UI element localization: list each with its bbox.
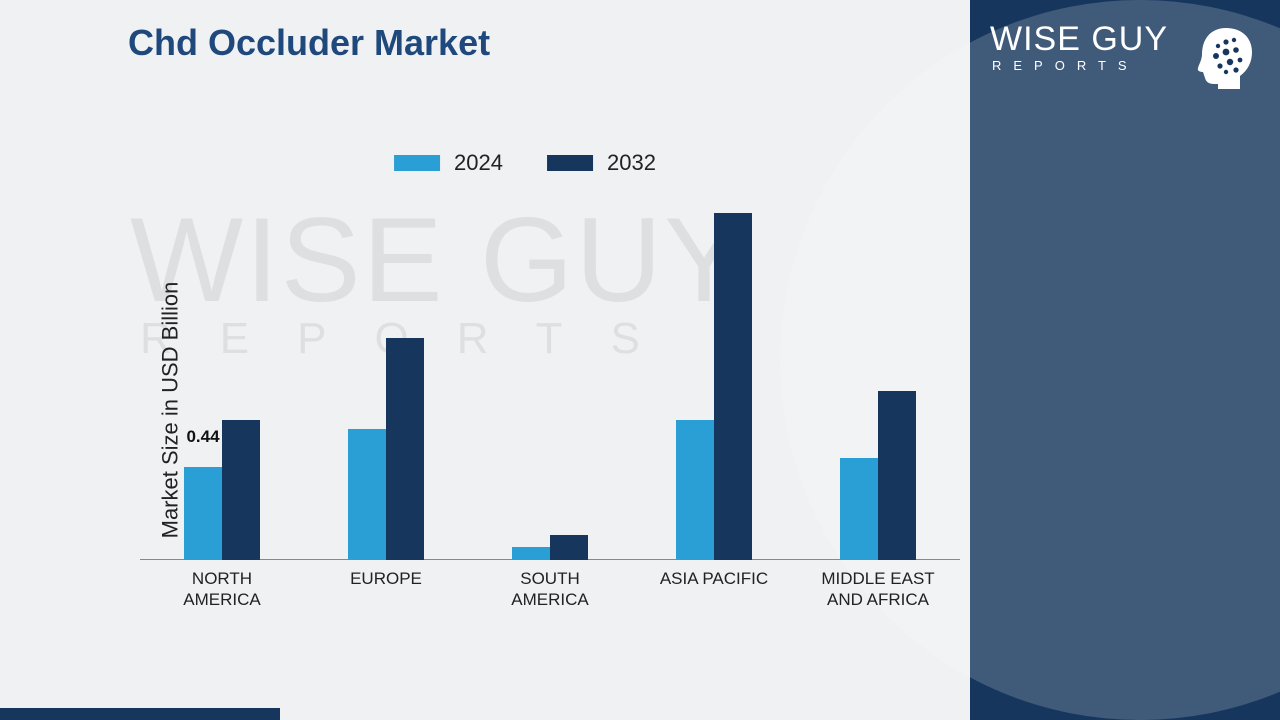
bar-group: ASIA PACIFIC — [676, 213, 752, 560]
chart-title: Chd Occluder Market — [128, 22, 490, 64]
legend-item: 2024 — [394, 150, 503, 176]
bar — [676, 420, 714, 560]
legend-swatch — [547, 155, 593, 171]
bar-group: SOUTH AMERICA — [512, 535, 588, 560]
bar — [386, 338, 424, 560]
bar-group: EUROPE — [348, 338, 424, 560]
bottom-accent-bar — [0, 708, 280, 720]
category-label: EUROPE — [321, 560, 451, 589]
bar — [348, 429, 386, 560]
bar — [222, 420, 260, 560]
bar-value-label: 0.44 — [186, 427, 219, 447]
legend-swatch — [394, 155, 440, 171]
legend-label: 2024 — [454, 150, 503, 176]
bar-group: 0.44NORTH AMERICA — [184, 420, 260, 560]
category-label: MIDDLE EAST AND AFRICA — [813, 560, 943, 611]
legend: 2024 2032 — [394, 150, 656, 176]
canvas: WISE GUY REPORTS Chd Occluder Market WIS… — [0, 0, 1280, 720]
legend-item: 2032 — [547, 150, 656, 176]
category-label: NORTH AMERICA — [157, 560, 287, 611]
bar — [714, 213, 752, 560]
legend-label: 2032 — [607, 150, 656, 176]
bar — [184, 467, 222, 560]
chart-area: Market Size in USD Billion 2024 2032 0.4… — [90, 150, 960, 670]
plot-region: 0.44NORTH AMERICA EUROPE SOUTH AMERICA ASIA… — [140, 200, 960, 560]
head-icon — [1196, 26, 1254, 90]
category-label: ASIA PACIFIC — [649, 560, 779, 589]
bar — [840, 458, 878, 560]
bar — [550, 535, 588, 560]
brand-logo: WISE GUY REPORTS — [990, 22, 1250, 92]
bar-group: MIDDLE EAST AND AFRICA — [840, 391, 916, 560]
bar — [878, 391, 916, 560]
bar — [512, 547, 550, 560]
category-label: SOUTH AMERICA — [485, 560, 615, 611]
